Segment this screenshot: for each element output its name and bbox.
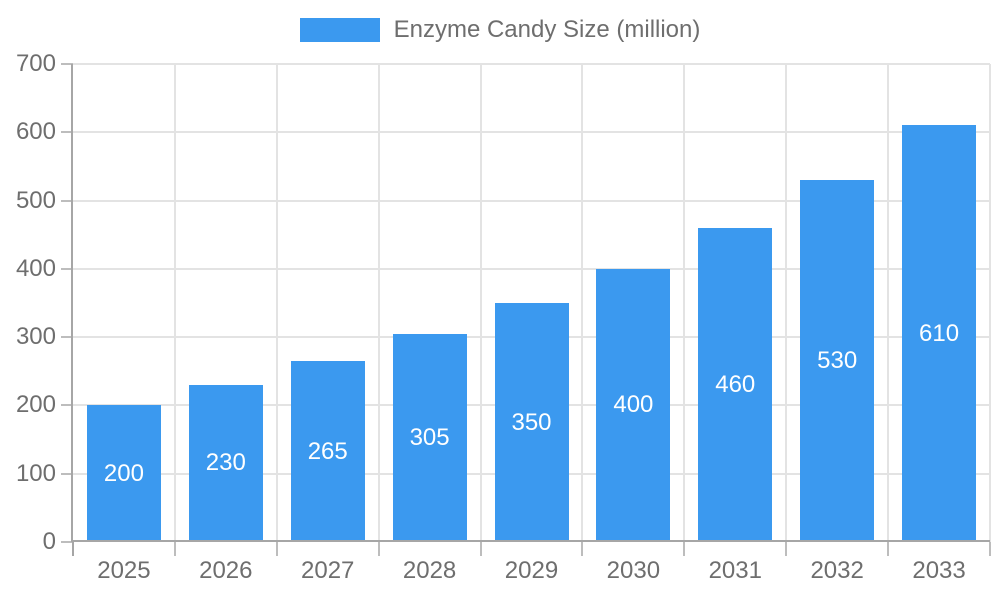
x-tick-label: 2025 [97, 557, 151, 584]
x-tick-label: 2030 [606, 557, 661, 584]
legend-swatch [299, 18, 380, 42]
y-tick-label: 200 [15, 391, 56, 419]
y-tick-label: 500 [15, 186, 56, 214]
v-gridline [377, 64, 380, 542]
v-gridline [683, 64, 686, 542]
bar: 305 [392, 333, 467, 542]
y-tick-mark [61, 472, 73, 475]
x-tick-label: 2031 [708, 557, 762, 584]
x-tick-mark [377, 542, 380, 556]
x-tick-mark [72, 542, 74, 556]
chart-legend[interactable]: Enzyme Candy Size (million) [0, 18, 1000, 42]
bar-value-label: 400 [613, 391, 654, 419]
h-gridline [73, 199, 990, 202]
bar-value-label: 305 [409, 423, 450, 451]
bar-value-label: 460 [715, 370, 756, 398]
x-tick-mark [989, 542, 991, 556]
bar-value-label: 530 [817, 347, 858, 375]
bar-value-label: 200 [103, 459, 144, 487]
h-gridline [73, 131, 990, 134]
v-gridline [581, 64, 584, 542]
x-tick-mark [275, 542, 278, 556]
x-tick-mark [173, 542, 176, 556]
y-tick-label: 400 [15, 254, 56, 282]
y-tick-label: 700 [15, 50, 56, 77]
bar: 530 [800, 180, 875, 542]
v-gridline [989, 64, 991, 542]
y-tick-label: 100 [15, 459, 56, 487]
y-tick-mark [61, 404, 73, 407]
v-gridline [785, 64, 788, 542]
bar: 350 [494, 303, 569, 542]
y-axis-line [71, 64, 73, 542]
y-tick-mark [61, 63, 73, 65]
y-tick-mark [61, 131, 73, 134]
x-tick-label: 2026 [199, 557, 253, 584]
v-gridline [275, 64, 278, 542]
y-tick-mark [61, 541, 73, 543]
y-tick-mark [61, 267, 73, 270]
plot-area: 200 230 265 305 350 400 460 530 610 [73, 63, 991, 542]
x-tick-mark [887, 542, 890, 556]
x-tick-label: 2028 [402, 557, 457, 584]
x-tick-mark [683, 542, 686, 556]
v-gridline [173, 64, 176, 542]
bar: 610 [902, 125, 977, 542]
y-tick-mark [61, 336, 73, 339]
bar: 265 [290, 361, 365, 542]
legend-label: Enzyme Candy Size (million) [393, 16, 701, 43]
bar: 460 [698, 227, 773, 542]
v-gridline [479, 64, 482, 542]
bar: 230 [188, 384, 263, 542]
bar-value-label: 350 [511, 408, 552, 436]
h-gridline [73, 267, 990, 270]
bar: 200 [86, 405, 161, 542]
x-tick-label: 2033 [912, 557, 966, 584]
x-tick-mark [479, 542, 482, 556]
bar: 400 [596, 268, 671, 542]
v-gridline [887, 64, 890, 542]
bar-value-label: 265 [307, 437, 348, 465]
y-tick-mark [61, 199, 73, 202]
x-axis-line [71, 540, 990, 542]
x-tick-mark [785, 542, 788, 556]
y-tick-label: 0 [42, 528, 56, 555]
x-tick-label: 2032 [810, 557, 864, 584]
bar-value-label: 230 [205, 449, 246, 477]
x-tick-label: 2027 [301, 557, 355, 584]
x-tick-label: 2029 [504, 557, 559, 584]
y-tick-label: 600 [15, 118, 56, 146]
y-tick-label: 300 [15, 323, 56, 351]
bar-value-label: 610 [919, 319, 960, 347]
h-gridline [73, 63, 990, 65]
x-tick-mark [581, 542, 584, 556]
